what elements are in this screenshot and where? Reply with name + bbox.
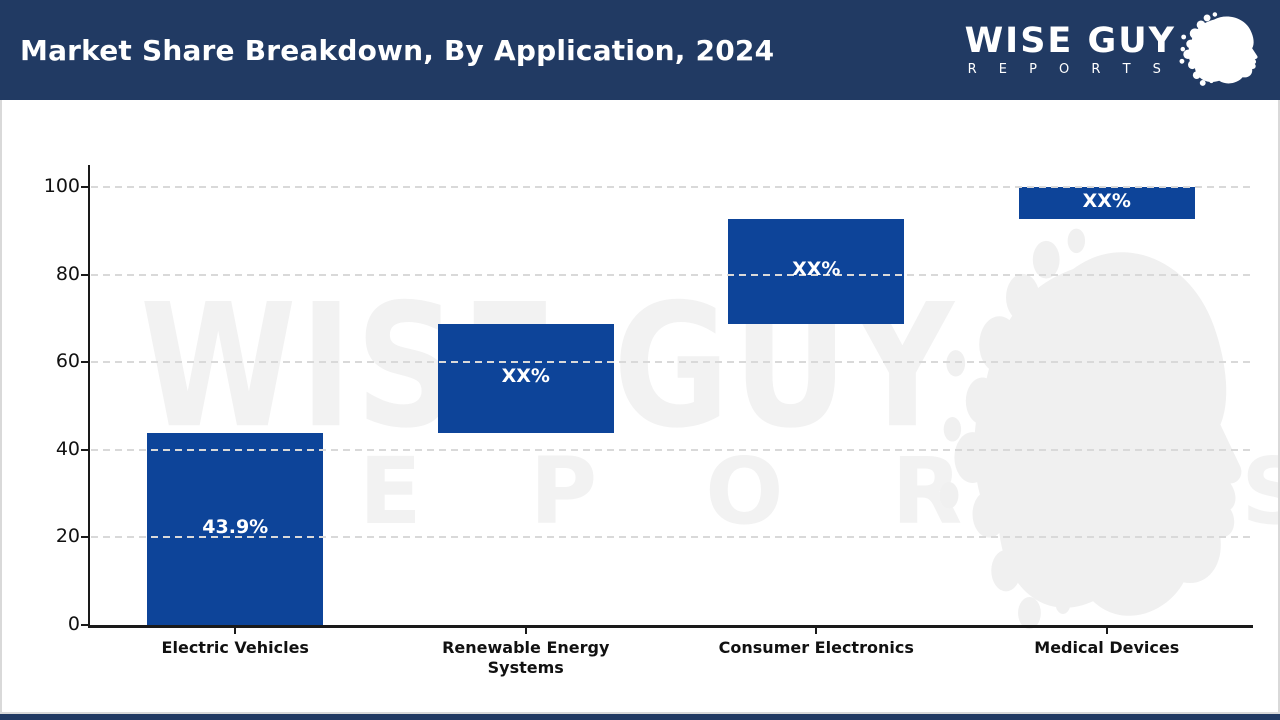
y-tick-mark	[81, 186, 90, 188]
y-tick-label: 20	[55, 525, 80, 548]
bar-value-label: XX%	[792, 258, 841, 281]
chart-area: WISE GUY R E P O R T S 0 20 40 60 80 100 43.9%…	[0, 100, 1280, 714]
bar-medical-devices	[1018, 187, 1195, 219]
x-tick-mark	[234, 625, 237, 634]
x-tick-mark	[815, 625, 818, 634]
y-tick-label: 100	[43, 175, 80, 197]
y-tick-mark	[81, 536, 90, 539]
brand-logo: WISE GUY R E P O R T S	[965, 8, 1266, 92]
plot-area: 0 20 40 60 80 100 43.9% Electric Vehicles XX% Ren…	[2, 100, 1278, 712]
y-tick-mark	[81, 624, 90, 626]
gridline	[91, 186, 1252, 188]
brand-subtitle: R E P O R T S	[967, 61, 1170, 77]
bar-consumer-electronics	[728, 218, 905, 324]
x-category-label-medical-devices: Medical Devices	[1034, 638, 1180, 657]
x-tick-mark	[1105, 625, 1108, 634]
page-title: Market Share Breakdown, By Application, …	[20, 33, 775, 67]
y-tick-mark	[81, 273, 90, 276]
y-tick-mark	[81, 361, 90, 364]
y-tick-label: 0	[67, 613, 80, 635]
y-tick-label: 60	[55, 350, 80, 373]
gridline	[91, 361, 1252, 364]
footer-bar	[0, 714, 1280, 720]
x-category-label-consumer-electronics: Consumer Electronics	[718, 638, 914, 657]
bar-value-label: 43.9%	[202, 515, 269, 538]
y-tick-label: 40	[55, 437, 80, 460]
bar-electric-vehicles	[147, 432, 324, 625]
bar-value-label: XX%	[501, 365, 550, 388]
brand-logo-text: WISE GUY R E P O R T S	[964, 20, 1176, 77]
x-tick-mark	[524, 625, 527, 634]
brand-name: WISE GUY	[964, 20, 1176, 61]
gridline	[91, 536, 1252, 539]
x-axis-line	[90, 625, 1253, 628]
header: Market Share Breakdown, By Application, …	[0, 0, 1280, 100]
x-category-label-electric-vehicles: Electric Vehicles	[161, 638, 309, 657]
wise-guy-head-icon	[1179, 12, 1258, 86]
y-tick-label: 80	[55, 262, 80, 285]
y-axis-line	[88, 165, 90, 628]
gridline	[91, 273, 1252, 276]
x-category-label-renewable-energy-systems: Renewable Energy Systems	[442, 638, 610, 677]
bar-value-label: XX%	[1082, 189, 1131, 212]
y-tick-mark	[81, 448, 90, 451]
bar-renewable-energy-systems	[437, 323, 614, 433]
gridline	[91, 448, 1252, 451]
